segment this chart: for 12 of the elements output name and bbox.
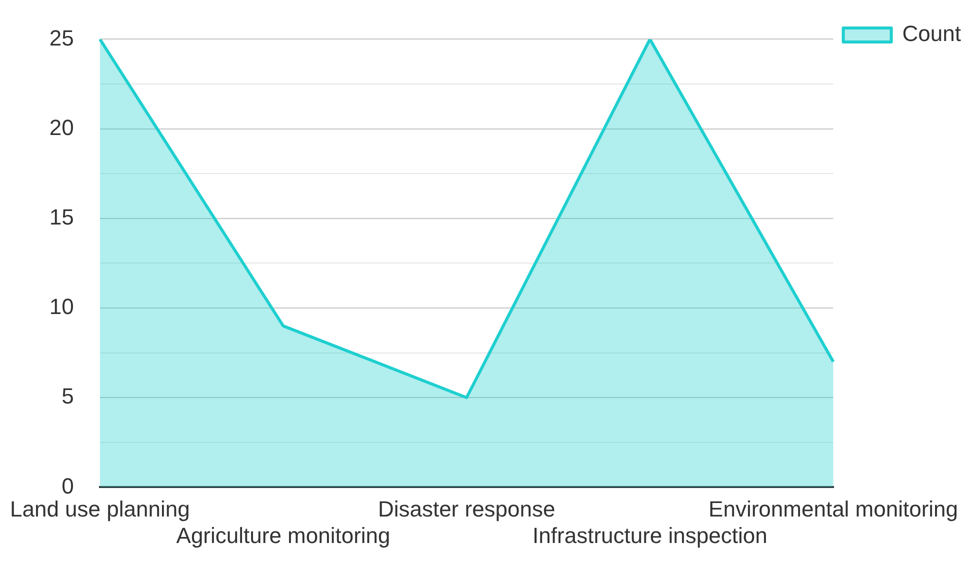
y-tick-label: 10 (49, 294, 74, 320)
y-tick-label: 0 (62, 473, 74, 498)
x-tick-label: Infrastructure inspection (532, 522, 768, 548)
y-tick-label: 15 (49, 204, 74, 230)
x-tick-label: Agriculture monitoring (176, 522, 390, 548)
x-tick-label: Environmental monitoring (708, 496, 958, 522)
y-tick-label: 25 (49, 25, 74, 50)
y-tick-label: 20 (49, 114, 74, 140)
x-tick-label: Disaster response (378, 496, 556, 522)
legend-label: Count (902, 21, 962, 46)
x-tick-label: Land use planning (10, 496, 190, 522)
y-tick-label: 5 (62, 384, 74, 409)
